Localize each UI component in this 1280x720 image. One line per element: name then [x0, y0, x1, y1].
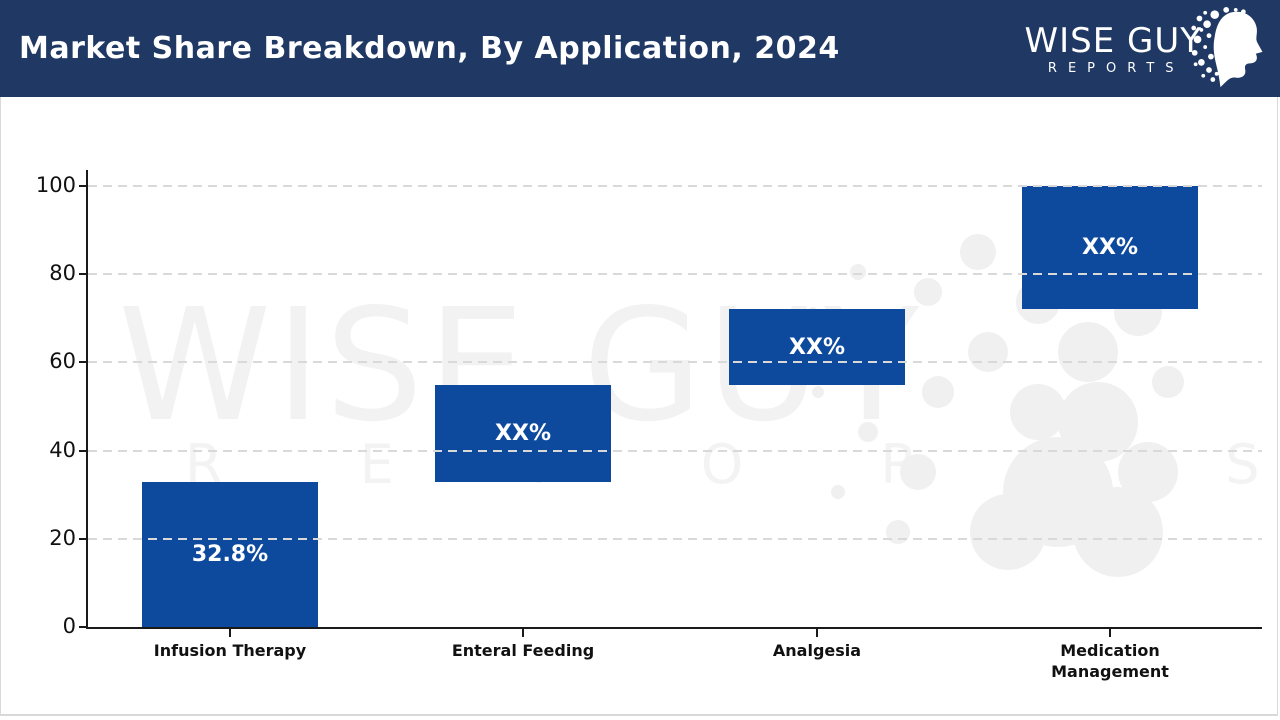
y-tick-mark [79, 449, 88, 452]
bar-value-label: 32.8% [191, 542, 269, 568]
y-tick-mark [79, 273, 88, 276]
gridline-60 [88, 361, 1262, 364]
y-tick-label: 100 [35, 173, 76, 197]
x-tick-mark [816, 629, 818, 637]
category-label-enteral-feeding: Enteral Feeding [451, 641, 595, 660]
y-tick-mark [79, 537, 88, 540]
y-tick-label: 0 [62, 614, 76, 638]
wise-guy-reports-logo: WISE GUY REPORTS [1024, 6, 1272, 92]
y-tick-label: 40 [49, 437, 76, 462]
category-label-medication-management: Medication Management [1051, 641, 1169, 681]
y-tick-mark [79, 185, 88, 187]
gridline-80 [88, 273, 1262, 276]
y-tick-mark [79, 626, 88, 628]
category-label-analgesia: Analgesia [772, 641, 862, 660]
dotted-head-profile-icon [1191, 7, 1263, 88]
x-tick-mark [522, 629, 524, 637]
gridline-40 [88, 449, 1262, 452]
bar-value-label: XX% [495, 421, 551, 447]
bar-value-label: XX% [789, 334, 845, 360]
bar-enteral-feeding [435, 385, 611, 483]
logo-text: WISE GUY REPORTS [1024, 24, 1202, 75]
x-axis-line [86, 627, 1262, 629]
y-tick-label: 20 [49, 525, 76, 550]
y-tick-label: 80 [49, 261, 76, 286]
y-axis-line [86, 170, 88, 629]
bar-medication-management [1022, 186, 1198, 310]
gridline-20 [88, 537, 1262, 540]
x-tick-mark [1109, 629, 1111, 637]
logo-subtitle: REPORTS [1047, 60, 1185, 76]
y-tick-label: 60 [49, 349, 76, 374]
category-label-infusion-therapy: Infusion Therapy [153, 641, 307, 660]
x-tick-mark [229, 629, 231, 637]
bar-analgesia [729, 309, 905, 386]
bar-infusion-therapy [142, 482, 318, 627]
header-bar: Market Share Breakdown, By Application, … [0, 0, 1280, 97]
page-title: Market Share Breakdown, By Application, … [19, 31, 840, 66]
y-tick-mark [79, 361, 88, 364]
bar-value-label: XX% [1082, 235, 1138, 261]
logo-wordmark: WISE GUY [1024, 20, 1202, 61]
gridline-100 [88, 185, 1262, 187]
